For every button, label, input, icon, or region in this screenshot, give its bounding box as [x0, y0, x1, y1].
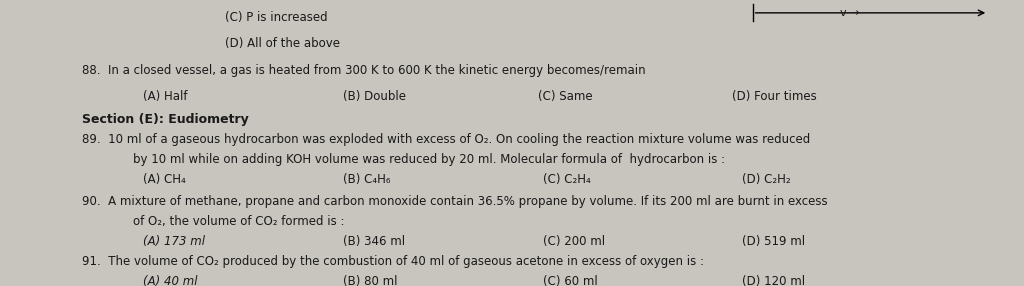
Text: 91.  The volume of CO₂ produced by the combustion of 40 ml of gaseous acetone in: 91. The volume of CO₂ produced by the co…	[82, 255, 703, 268]
Text: (A) 40 ml: (A) 40 ml	[143, 275, 198, 286]
Text: (B) Double: (B) Double	[343, 90, 407, 103]
Text: (C) Same: (C) Same	[538, 90, 592, 103]
Text: 88.  In a closed vessel, a gas is heated from 300 K to 600 K the kinetic energy : 88. In a closed vessel, a gas is heated …	[82, 64, 645, 77]
Text: (D) 519 ml: (D) 519 ml	[742, 235, 806, 248]
Text: (B) 80 ml: (B) 80 ml	[343, 275, 397, 286]
Text: (D) 120 ml: (D) 120 ml	[742, 275, 806, 286]
Text: v →: v →	[840, 8, 859, 18]
Text: Section (E): Eudiometry: Section (E): Eudiometry	[82, 113, 249, 126]
Text: 90.  A mixture of methane, propane and carbon monoxide contain 36.5% propane by : 90. A mixture of methane, propane and ca…	[82, 195, 827, 208]
Text: (D) Four times: (D) Four times	[732, 90, 817, 103]
Text: by 10 ml while on adding KOH volume was reduced by 20 ml. Molecular formula of  : by 10 ml while on adding KOH volume was …	[133, 153, 725, 166]
Text: (B) 346 ml: (B) 346 ml	[343, 235, 406, 248]
Text: 89.  10 ml of a gaseous hydrocarbon was exploded with excess of O₂. On cooling t: 89. 10 ml of a gaseous hydrocarbon was e…	[82, 133, 810, 146]
Text: (C) C₂H₄: (C) C₂H₄	[543, 173, 591, 186]
Text: (A) Half: (A) Half	[143, 90, 187, 103]
Text: (C) 60 ml: (C) 60 ml	[543, 275, 597, 286]
Text: (D) All of the above: (D) All of the above	[225, 37, 340, 50]
Text: (C) P is increased: (C) P is increased	[225, 11, 328, 24]
Text: (A) 173 ml: (A) 173 ml	[143, 235, 206, 248]
Text: (C) 200 ml: (C) 200 ml	[543, 235, 605, 248]
Text: (B) C₄H₆: (B) C₄H₆	[343, 173, 390, 186]
Text: of O₂, the volume of CO₂ formed is :: of O₂, the volume of CO₂ formed is :	[133, 215, 345, 228]
Text: (D) C₂H₂: (D) C₂H₂	[742, 173, 791, 186]
Text: (A) CH₄: (A) CH₄	[143, 173, 186, 186]
